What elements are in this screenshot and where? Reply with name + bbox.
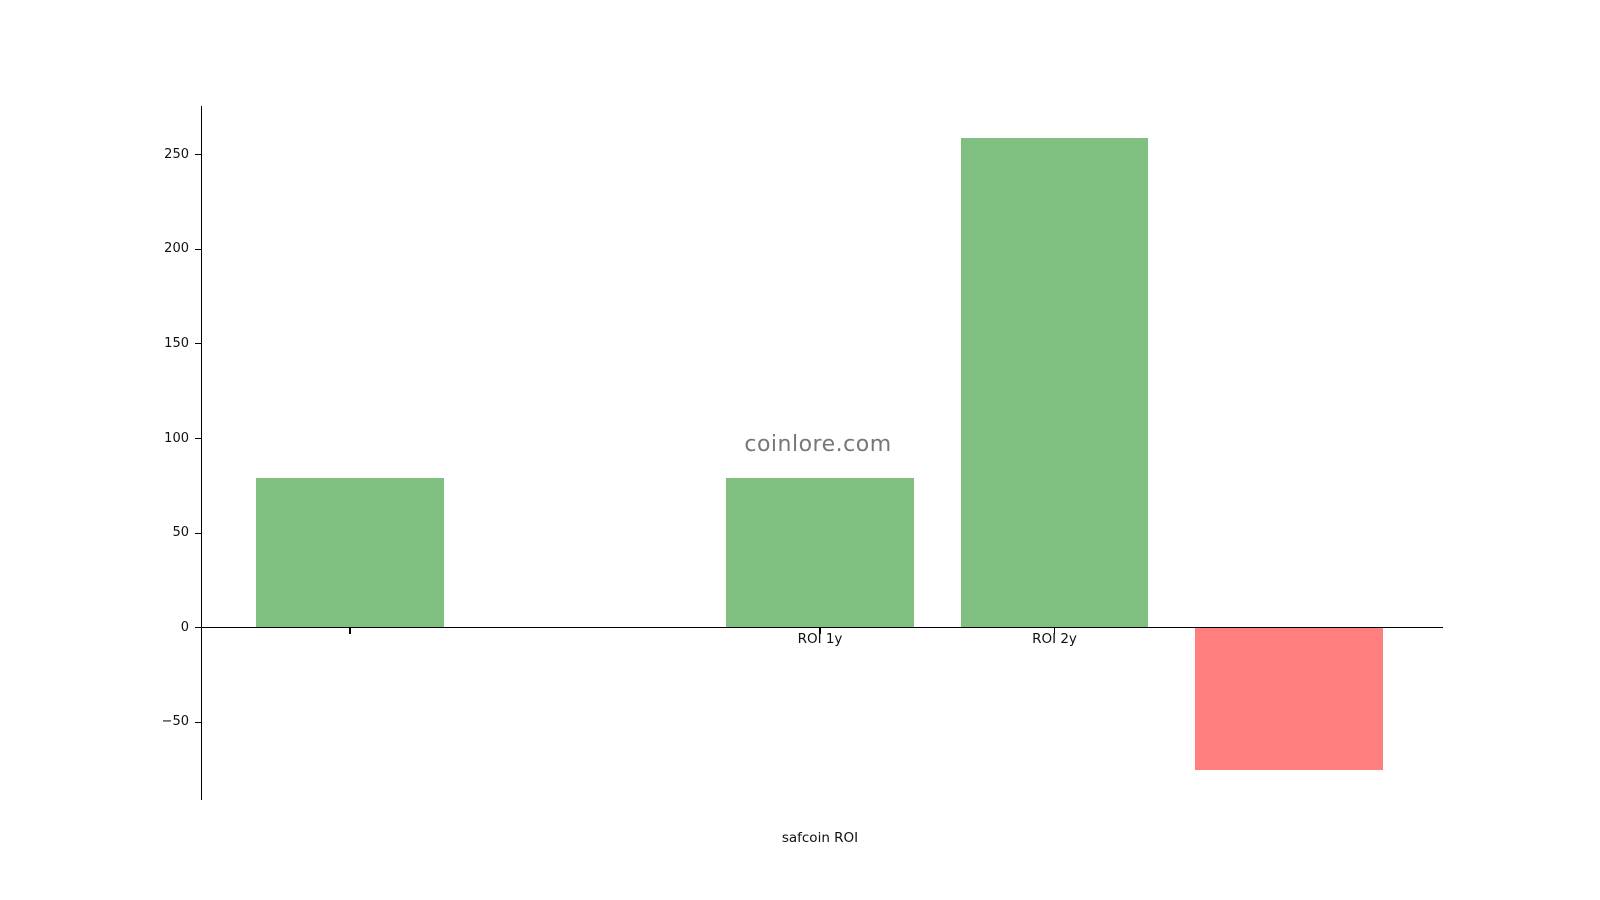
y-tick-mark (195, 627, 201, 629)
y-tick-label: 100 (164, 430, 189, 446)
watermark-text: coinlore.com (744, 432, 892, 457)
y-tick-mark (195, 532, 201, 534)
x-tick-mark (349, 627, 351, 634)
y-tick-mark (195, 437, 201, 440)
bar-positive (960, 137, 1149, 628)
chart-title: safcoin ROI (781, 830, 859, 846)
y-tick-mark (195, 248, 201, 250)
x-axis-line (201, 627, 1443, 629)
y-tick-mark (195, 721, 201, 723)
bar-negative (1195, 627, 1383, 770)
y-tick-label: 200 (164, 241, 189, 257)
x-tick-mark (819, 627, 821, 634)
y-tick-label: 50 (172, 525, 189, 541)
y-tick-label: 0 (180, 619, 189, 635)
y-tick-label: 250 (164, 146, 189, 162)
y-axis-spine (201, 106, 203, 800)
x-tick-label: ROI 2y (1032, 631, 1077, 648)
y-tick-mark (195, 154, 201, 156)
y-tick-label: −50 (161, 714, 189, 730)
y-tick-mark (195, 343, 201, 345)
x-tick-mark (1053, 627, 1056, 634)
bar-positive (256, 478, 444, 628)
bar-positive (726, 478, 914, 628)
x-tick-label: ROI 1y (797, 631, 843, 648)
y-tick-label: 150 (164, 335, 189, 351)
